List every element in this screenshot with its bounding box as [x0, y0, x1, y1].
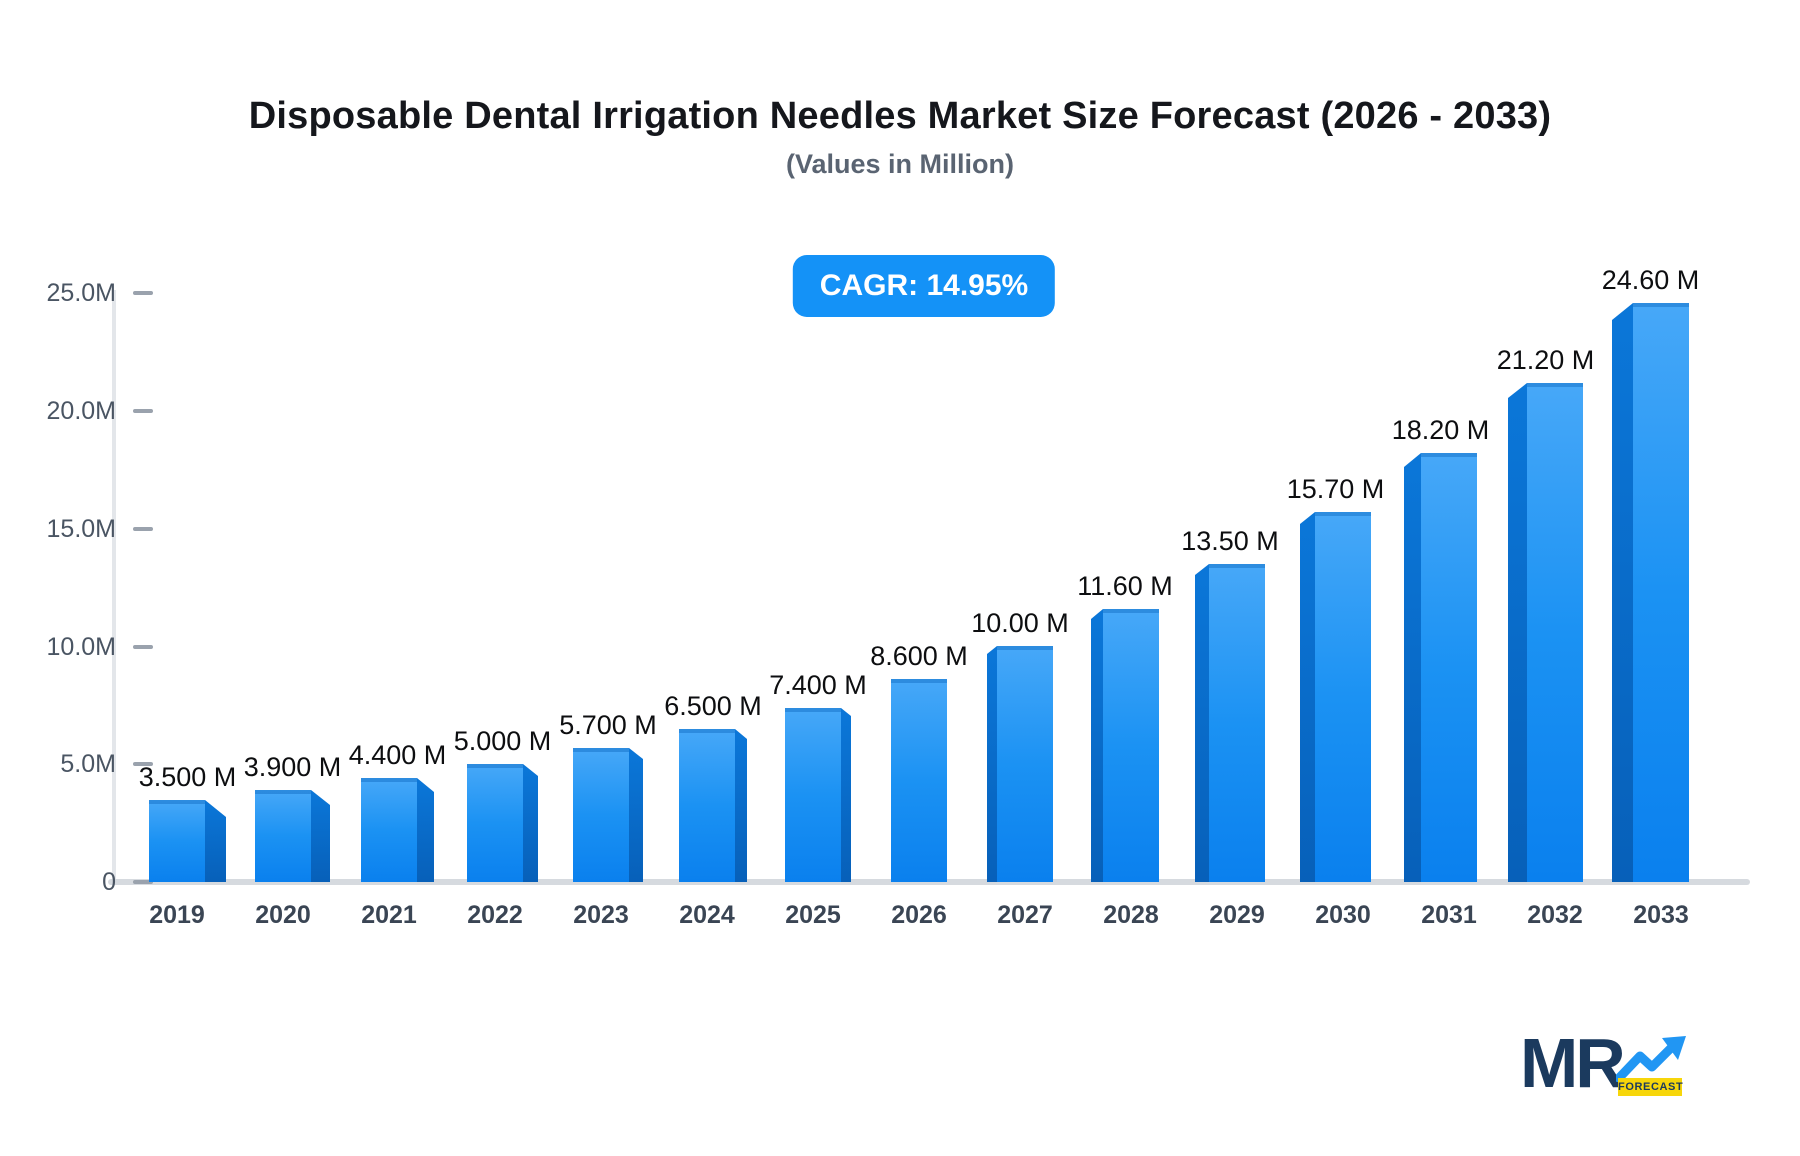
x-axis-line: [108, 879, 1750, 885]
y-axis-tick-label: 20.0M: [46, 397, 116, 425]
bar-front-face: [467, 764, 523, 882]
chart-title: Disposable Dental Irrigation Needles Mar…: [248, 95, 1552, 137]
bar-value-label: 15.70 M: [1286, 474, 1385, 504]
x-axis-label: 2027: [997, 901, 1053, 929]
bar-value-label: 8.600 M: [870, 641, 968, 671]
bar-2024: [679, 729, 747, 882]
x-axis-label: 2029: [1209, 901, 1265, 929]
bar-side-face: [1404, 453, 1421, 882]
y-axis-tick-mark: [133, 644, 153, 649]
bar-value-label: 7.400 M: [769, 670, 867, 700]
x-axis-label: 2032: [1527, 901, 1583, 929]
bar-2028: [1091, 609, 1159, 882]
bar-value-label: 18.20 M: [1391, 415, 1490, 445]
y-axis-tick-mark: [133, 291, 153, 296]
bar-value-label: 3.500 M: [138, 762, 237, 792]
y-axis-tick-label: 5.0M: [60, 750, 116, 779]
bar-2020: [255, 790, 330, 882]
bar-value-label: 5.000 M: [453, 726, 552, 756]
bar-front-face: [891, 679, 947, 882]
bar-front-face: [1209, 564, 1265, 882]
x-axis-label: 2020: [255, 901, 311, 929]
bar-front-face: [255, 790, 311, 882]
x-axis-label: 2021: [361, 901, 417, 929]
logo-arrow-icon: [1616, 1036, 1686, 1082]
bar-value-label: 13.50 M: [1181, 526, 1279, 556]
bar-2033: [1612, 303, 1689, 882]
bar-side-face: [417, 778, 434, 882]
bar-value-label: 10.00 M: [971, 608, 1069, 638]
chart-subtitle: (Values in Million): [785, 149, 1015, 179]
bar-side-face: [1612, 303, 1633, 882]
x-axis-label: 2030: [1315, 901, 1371, 929]
y-axis-tick-label: 25.0M: [46, 279, 116, 308]
bar-front-face: [1103, 609, 1159, 882]
bar-2030: [1300, 512, 1371, 882]
bar-value-label: 21.20 M: [1496, 345, 1595, 375]
logo-forecast-label: FORECAST: [1618, 1078, 1683, 1096]
bar-2021: [361, 778, 434, 882]
cagr-badge: CAGR: 14.95%: [792, 255, 1056, 317]
logo-text: MR: [1520, 1024, 1626, 1102]
bar-front-face: [1633, 303, 1689, 882]
bar-2032: [1508, 383, 1583, 882]
bar-2025: [785, 708, 851, 882]
bar-side-face: [311, 790, 330, 882]
logo: MR FORECAST: [1520, 1028, 1720, 1112]
bar-2026: [891, 679, 947, 882]
x-axis-label: 2028: [1103, 901, 1159, 929]
bar-value-label: 6.500 M: [664, 691, 762, 721]
bar-2023: [573, 748, 643, 882]
bar-front-face: [573, 748, 629, 882]
bar-side-face: [1508, 383, 1527, 882]
bar-side-face: [1195, 564, 1209, 882]
x-axis-label: 2031: [1421, 901, 1477, 929]
x-axis-label: 2033: [1633, 901, 1689, 929]
y-axis-line: [112, 290, 116, 882]
bar-front-face: [679, 729, 735, 882]
bar-2027: [987, 646, 1053, 882]
bar-value-label: 11.60 M: [1077, 571, 1173, 601]
bar-2022: [467, 764, 538, 882]
x-axis-label: 2026: [891, 901, 947, 929]
bar-value-label: 5.700 M: [559, 710, 657, 740]
bar-side-face: [205, 800, 226, 882]
bar-2019: [149, 800, 226, 882]
y-axis-tick-mark: [133, 880, 153, 884]
bar-side-face: [629, 748, 643, 882]
bar-2029: [1195, 564, 1265, 882]
y-axis-tick-mark: [133, 762, 153, 767]
y-axis-tick-mark: [133, 409, 153, 413]
bar-side-face: [1300, 512, 1315, 882]
bar-side-face: [523, 764, 538, 882]
bar-value-label: 4.400 M: [348, 740, 447, 770]
bar-front-face: [1527, 383, 1583, 882]
bar-front-face: [1315, 512, 1371, 882]
bar-2031: [1404, 453, 1477, 882]
x-axis-label: 2019: [149, 901, 205, 929]
bar-front-face: [361, 778, 417, 882]
y-axis-tick-mark: [133, 526, 153, 531]
bar-side-face: [987, 646, 997, 882]
x-axis-label: 2022: [467, 901, 523, 929]
x-axis-label: 2023: [573, 901, 629, 929]
x-axis-label: 2025: [785, 901, 841, 929]
y-axis-tick-label: 0: [102, 868, 116, 896]
bar-value-label: 24.60 M: [1601, 265, 1700, 295]
bar-front-face: [149, 800, 205, 882]
bar-side-face: [841, 708, 851, 882]
y-axis-tick-label: 10.0M: [46, 632, 116, 661]
bar-front-face: [1421, 453, 1477, 882]
bar-front-face: [785, 708, 841, 882]
bar-side-face: [1091, 609, 1103, 882]
y-axis-tick-label: 15.0M: [46, 514, 116, 543]
bar-front-face: [997, 646, 1053, 882]
x-axis-label: 2024: [679, 901, 735, 929]
bar-side-face: [735, 729, 747, 882]
bar-value-label: 3.900 M: [243, 752, 342, 782]
